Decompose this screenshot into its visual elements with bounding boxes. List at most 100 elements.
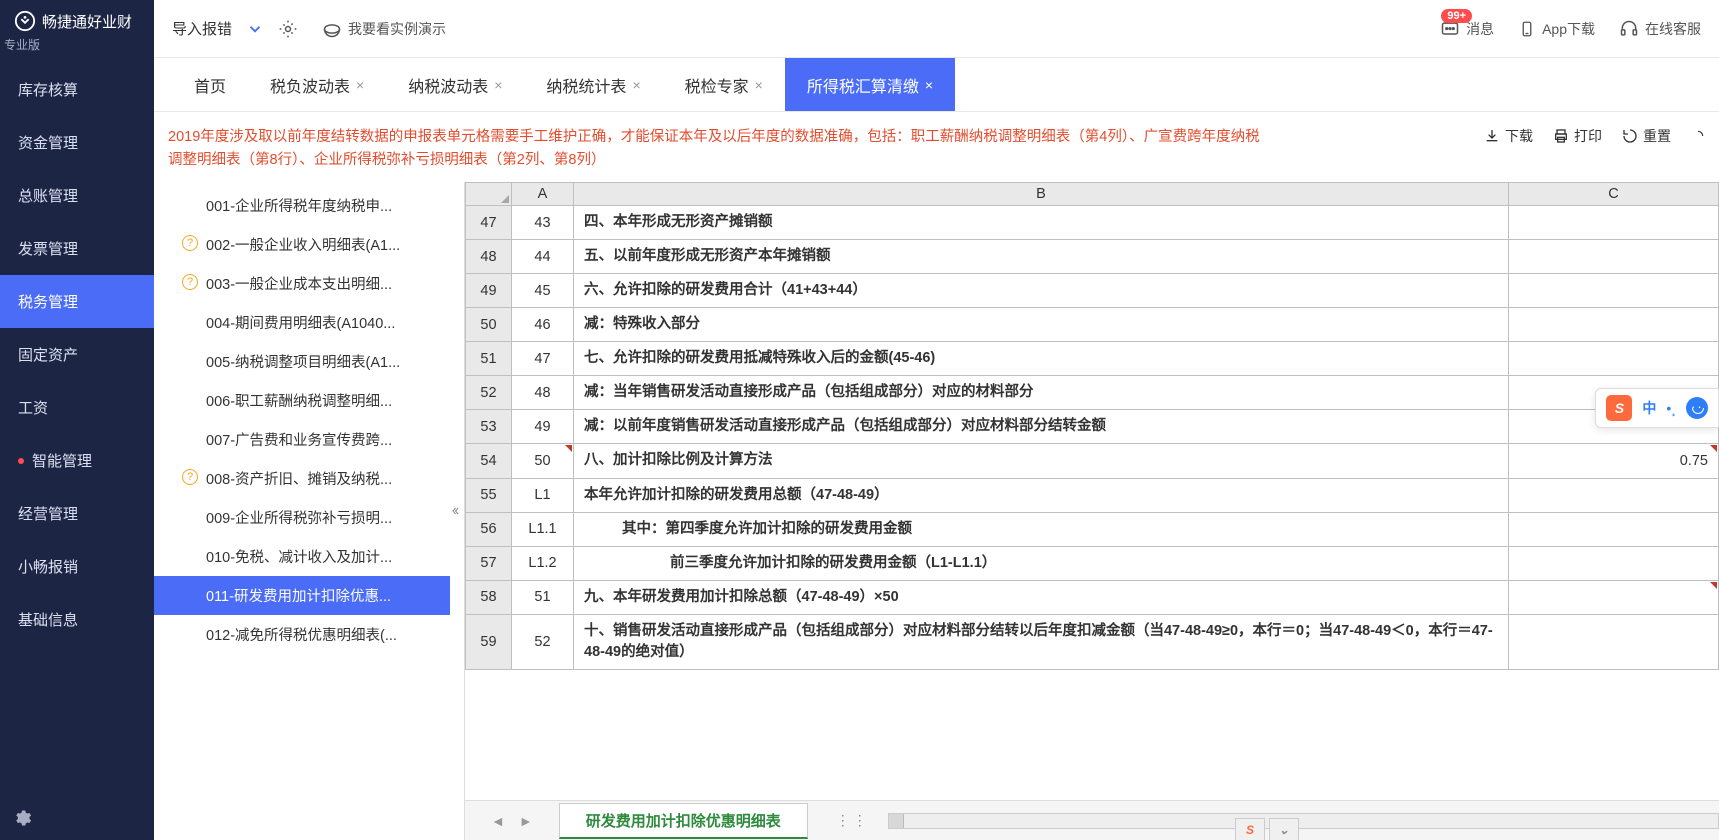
row-number[interactable]: 58 bbox=[466, 580, 512, 614]
table-row[interactable]: 5349减：以前年度销售研发活动直接形成产品（包括组成部分）对应材料部分结转金额 bbox=[466, 410, 1719, 444]
row-number[interactable]: 48 bbox=[466, 240, 512, 274]
horizontal-scrollbar[interactable] bbox=[888, 813, 1719, 829]
cell[interactable]: 四、本年形成无形资产摊销额 bbox=[574, 206, 1509, 240]
form-list-item[interactable]: 012-减免所得税优惠明细表(... bbox=[154, 615, 450, 654]
row-number[interactable]: 57 bbox=[466, 546, 512, 580]
sidebar-item[interactable]: 小畅报销 bbox=[0, 540, 154, 593]
close-icon[interactable]: × bbox=[356, 77, 364, 93]
close-icon[interactable]: × bbox=[632, 77, 640, 93]
form-list-item[interactable]: 010-免税、减计收入及加计... bbox=[154, 537, 450, 576]
cell[interactable]: 本年允许加计扣除的研发费用总额（47-48-49） bbox=[574, 478, 1509, 512]
tray-item-icon[interactable]: ⌄ bbox=[1269, 818, 1299, 840]
cell[interactable]: 减：以前年度销售研发活动直接形成产品（包括组成部分）对应材料部分结转金额 bbox=[574, 410, 1509, 444]
table-row[interactable]: 5147七、允许扣除的研发费用抵减特殊收入后的金额(45-46) bbox=[466, 342, 1719, 376]
form-list-item[interactable]: 007-广告费和业务宣传费跨... bbox=[154, 420, 450, 459]
tab[interactable]: 纳税波动表× bbox=[386, 58, 524, 111]
sheet-prev-icon[interactable]: ◄ bbox=[491, 813, 505, 829]
table-row[interactable]: 5450八、加计扣除比例及计算方法0.75 bbox=[466, 444, 1719, 478]
cell[interactable]: 46 bbox=[512, 308, 574, 342]
sidebar-item[interactable]: 固定资产 bbox=[0, 328, 154, 381]
search-label[interactable]: 导入报错 bbox=[172, 18, 232, 39]
row-number[interactable]: 54 bbox=[466, 444, 512, 478]
cell[interactable] bbox=[1509, 274, 1719, 308]
cell[interactable]: 八、加计扣除比例及计算方法 bbox=[574, 444, 1509, 478]
table-row[interactable]: 4844五、以前年度形成无形资产本年摊销额 bbox=[466, 240, 1719, 274]
tab[interactable]: 税负波动表× bbox=[248, 58, 386, 111]
form-list-item[interactable]: ?003-一般企业成本支出明细... bbox=[154, 264, 450, 303]
row-number[interactable]: 59 bbox=[466, 614, 512, 669]
row-number[interactable]: 53 bbox=[466, 410, 512, 444]
sheet-next-icon[interactable]: ► bbox=[519, 813, 533, 829]
col-header-c[interactable]: C bbox=[1509, 183, 1719, 206]
sheet-more-icon[interactable]: ⋮⋮ bbox=[836, 812, 870, 829]
cell[interactable] bbox=[1509, 206, 1719, 240]
customer-service-button[interactable]: 在线客服 bbox=[1619, 19, 1701, 39]
sidebar-item[interactable]: 发票管理 bbox=[0, 222, 154, 275]
table-row[interactable]: 57L1.2前三季度允许加计扣除的研发费用金额（L1-L1.1） bbox=[466, 546, 1719, 580]
cell[interactable] bbox=[1509, 580, 1719, 614]
cell[interactable]: 六、允许扣除的研发费用合计（41+43+44） bbox=[574, 274, 1509, 308]
close-icon[interactable]: × bbox=[755, 77, 763, 93]
sidebar-item[interactable]: 智能管理 bbox=[0, 434, 154, 487]
sheet-tab[interactable]: 研发费用加计扣除优惠明细表 bbox=[559, 803, 808, 839]
download-button[interactable]: 下载 bbox=[1484, 126, 1533, 146]
settings-gear-icon[interactable] bbox=[0, 796, 154, 840]
cell[interactable]: 十、销售研发活动直接形成产品（包括组成部分）对应材料部分结转以后年度扣减金额（当… bbox=[574, 614, 1509, 669]
sidebar-item[interactable]: 税务管理 bbox=[0, 275, 154, 328]
form-list-item[interactable]: ?008-资产折旧、摊销及纳税... bbox=[154, 459, 450, 498]
cell[interactable] bbox=[1509, 614, 1719, 669]
sidebar-item[interactable]: 经营管理 bbox=[0, 487, 154, 540]
cell[interactable]: L1 bbox=[512, 478, 574, 512]
cell[interactable]: 减：特殊收入部分 bbox=[574, 308, 1509, 342]
more-icon[interactable] bbox=[1691, 128, 1705, 144]
cell[interactable]: 51 bbox=[512, 580, 574, 614]
row-number[interactable]: 52 bbox=[466, 376, 512, 410]
tab[interactable]: 税检专家× bbox=[663, 58, 785, 111]
cell[interactable]: 其中：第四季度允许加计扣除的研发费用金额 bbox=[574, 512, 1509, 546]
table-row[interactable]: 56L1.1其中：第四季度允许加计扣除的研发费用金额 bbox=[466, 512, 1719, 546]
cell[interactable]: 49 bbox=[512, 410, 574, 444]
chevron-down-icon[interactable] bbox=[246, 20, 264, 38]
cell[interactable]: 43 bbox=[512, 206, 574, 240]
sidebar-item[interactable]: 工资 bbox=[0, 381, 154, 434]
select-all-corner[interactable] bbox=[466, 183, 512, 206]
form-list-item[interactable]: 009-企业所得税弥补亏损明... bbox=[154, 498, 450, 537]
close-icon[interactable]: × bbox=[925, 77, 933, 93]
form-list-item[interactable]: 011-研发费用加计扣除优惠... bbox=[154, 576, 450, 615]
grid-table[interactable]: A B C 4743四、本年形成无形资产摊销额4844五、以前年度形成无形资产本… bbox=[465, 182, 1719, 669]
cell[interactable] bbox=[1509, 308, 1719, 342]
close-icon[interactable]: × bbox=[494, 77, 502, 93]
table-row[interactable]: 5046减：特殊收入部分 bbox=[466, 308, 1719, 342]
form-list-item[interactable]: 006-职工薪酬纳税调整明细... bbox=[154, 381, 450, 420]
cell[interactable]: 47 bbox=[512, 342, 574, 376]
sidebar-item[interactable]: 总账管理 bbox=[0, 169, 154, 222]
cell[interactable]: 48 bbox=[512, 376, 574, 410]
table-row[interactable]: 55L1本年允许加计扣除的研发费用总额（47-48-49） bbox=[466, 478, 1719, 512]
cell[interactable] bbox=[1509, 478, 1719, 512]
cell[interactable]: 九、本年研发费用加计扣除总额（47-48-49）×50 bbox=[574, 580, 1509, 614]
cell[interactable]: 五、以前年度形成无形资产本年摊销额 bbox=[574, 240, 1509, 274]
app-download-button[interactable]: App下载 bbox=[1518, 19, 1595, 39]
cell[interactable]: 44 bbox=[512, 240, 574, 274]
form-list-item[interactable]: 004-期间费用明细表(A1040... bbox=[154, 303, 450, 342]
ime-widget[interactable]: S 中 •¸ bbox=[1595, 388, 1719, 428]
cell[interactable]: L1.1 bbox=[512, 512, 574, 546]
messages-button[interactable]: 99+ 消息 bbox=[1440, 19, 1494, 39]
tab[interactable]: 所得税汇算清缴× bbox=[785, 58, 955, 111]
reset-button[interactable]: 重置 bbox=[1622, 126, 1671, 146]
cell[interactable] bbox=[1509, 240, 1719, 274]
print-button[interactable]: 打印 bbox=[1553, 126, 1602, 146]
cell[interactable]: 七、允许扣除的研发费用抵减特殊收入后的金额(45-46) bbox=[574, 342, 1509, 376]
cell[interactable] bbox=[1509, 512, 1719, 546]
tab[interactable]: 纳税统计表× bbox=[524, 58, 662, 111]
table-row[interactable]: 5248减：当年销售研发活动直接形成产品（包括组成部分）对应的材料部分 bbox=[466, 376, 1719, 410]
sidebar-item[interactable]: 基础信息 bbox=[0, 593, 154, 646]
cell[interactable] bbox=[1509, 342, 1719, 376]
sidebar-item[interactable]: 库存核算 bbox=[0, 63, 154, 116]
row-number[interactable]: 47 bbox=[466, 206, 512, 240]
cell[interactable]: 0.75 bbox=[1509, 444, 1719, 478]
cell[interactable]: 减：当年销售研发活动直接形成产品（包括组成部分）对应的材料部分 bbox=[574, 376, 1509, 410]
cell[interactable]: 45 bbox=[512, 274, 574, 308]
form-list-item[interactable]: 001-企业所得税年度纳税申... bbox=[154, 186, 450, 225]
cell[interactable]: 52 bbox=[512, 614, 574, 669]
